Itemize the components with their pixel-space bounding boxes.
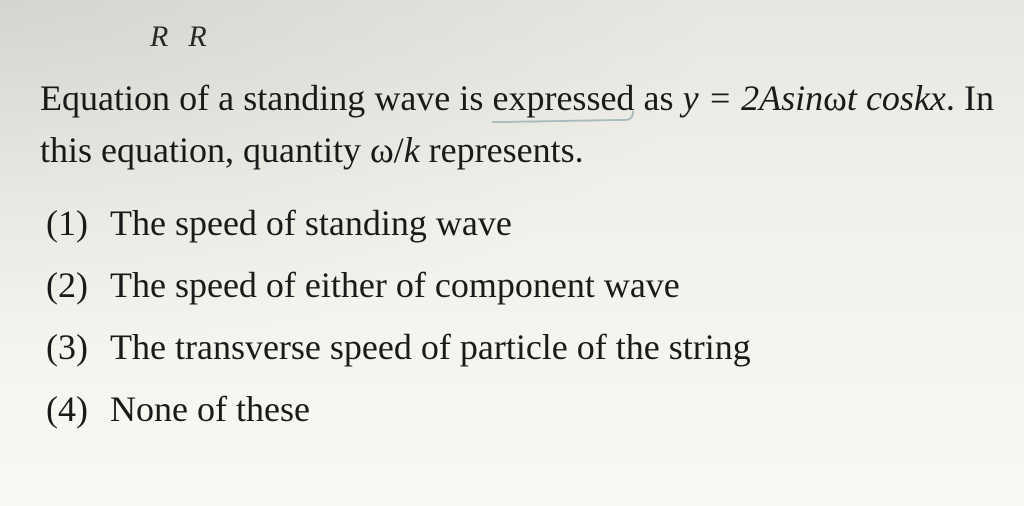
equation: y = 2Asinωt coskx — [683, 78, 946, 118]
option-3-text: The transverse speed of particle of the … — [110, 320, 994, 376]
options-list: (1) The speed of standing wave (2) The s… — [40, 196, 994, 437]
quantity-omega: ω — [370, 130, 394, 170]
question-intro: Equation of a standing wave is — [40, 78, 492, 118]
option-1-num: (1) — [46, 196, 110, 252]
question-tail: represents. — [420, 130, 584, 170]
quantity-k: k — [404, 130, 420, 170]
question-intro-tail: as — [634, 78, 682, 118]
eq-x: x — [930, 78, 946, 118]
option-3: (3) The transverse speed of particle of … — [46, 320, 994, 376]
eq-t: t — [847, 78, 857, 118]
eq-y: y — [683, 78, 699, 118]
eq-sin: sin — [781, 78, 823, 118]
page-top-fragment: RR — [40, 20, 994, 54]
eq-k: k — [914, 78, 930, 118]
option-4-num: (4) — [46, 382, 110, 438]
eq-omega: ω — [823, 78, 847, 118]
option-2-text: The speed of either of component wave — [110, 258, 994, 314]
fragment-left: R — [150, 20, 188, 53]
quantity-slash: / — [394, 130, 404, 170]
eq-equals: = 2 — [699, 78, 760, 118]
eq-cos: cos — [857, 78, 914, 118]
option-4-text: None of these — [110, 382, 994, 438]
fragment-right: R — [188, 20, 226, 53]
option-3-num: (3) — [46, 320, 110, 376]
option-4: (4) None of these — [46, 382, 994, 438]
option-1-text: The speed of standing wave — [110, 196, 994, 252]
annotated-word: expressed — [492, 72, 634, 124]
eq-A: A — [759, 78, 781, 118]
option-2: (2) The speed of either of component wav… — [46, 258, 994, 314]
eq-period: . — [946, 78, 964, 118]
option-1: (1) The speed of standing wave — [46, 196, 994, 252]
option-2-num: (2) — [46, 258, 110, 314]
question-stem: Equation of a standing wave is expressed… — [40, 72, 994, 176]
